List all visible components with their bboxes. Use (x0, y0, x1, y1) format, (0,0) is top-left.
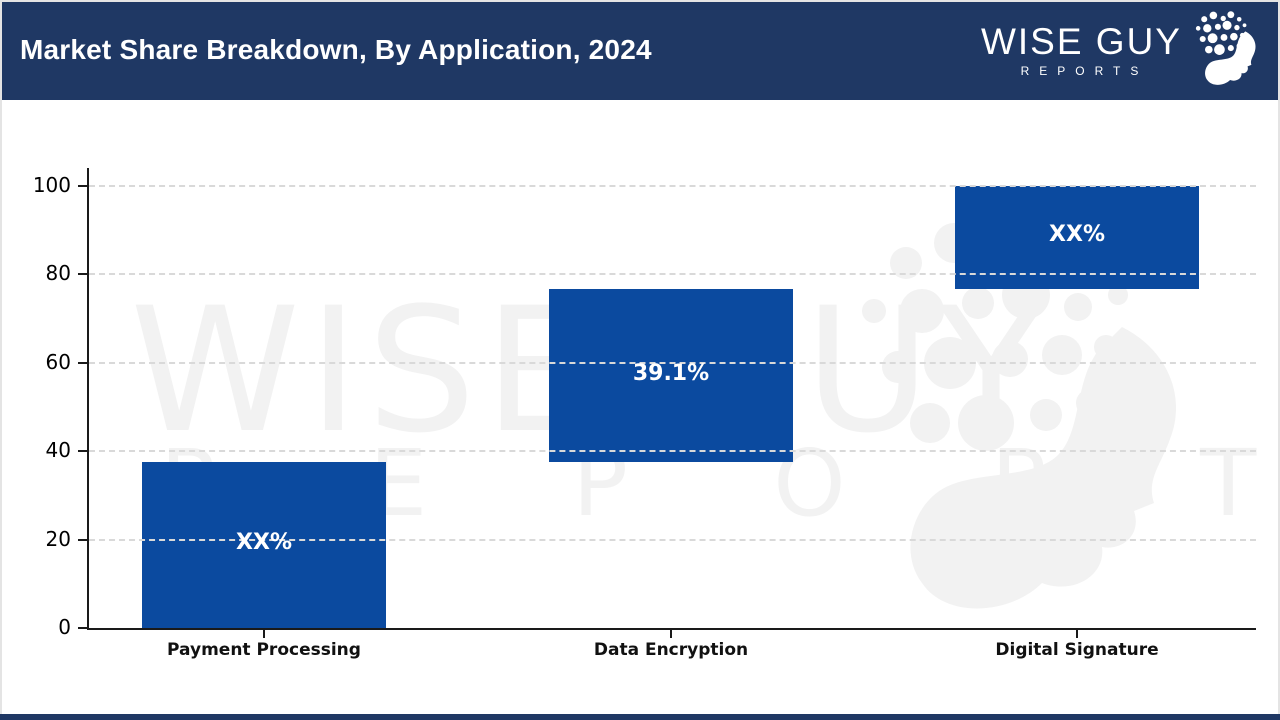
page-title: Market Share Breakdown, By Application, … (20, 34, 652, 65)
y-tick-label: 0 (58, 615, 71, 639)
gridline (89, 273, 1256, 276)
y-tickmark (78, 538, 87, 541)
y-tickmark (78, 450, 87, 453)
y-tickmark (78, 627, 87, 629)
bar-value-label: 39.1% (632, 360, 710, 386)
header-bar: Market Share Breakdown, By Application, … (0, 0, 1280, 100)
brand-logo: WISE GUY REPORTS (981, 8, 1280, 92)
y-tick-label: 80 (45, 261, 71, 286)
x-tickmark (263, 630, 265, 638)
x-category-label: Payment Processing (167, 640, 361, 660)
y-tickmark (78, 184, 87, 187)
y-tickmark (78, 273, 87, 276)
x-tickmark (1076, 630, 1078, 638)
brand-logo-text: WISE GUY REPORTS (981, 23, 1182, 78)
brand-subname: REPORTS (1020, 63, 1149, 78)
y-tickmark (78, 361, 87, 364)
gridline (89, 450, 1256, 453)
x-axis-line (87, 628, 1256, 630)
y-tick-label: 100 (32, 172, 71, 197)
gridline (89, 361, 1256, 364)
y-tick-label: 60 (45, 349, 71, 374)
gridline (89, 538, 1256, 541)
bar-value-label: XX% (1049, 222, 1105, 248)
x-tickmark (670, 630, 672, 638)
data-bar (142, 462, 386, 628)
bar-value-label: XX% (236, 530, 292, 556)
y-tick-label: 20 (45, 526, 71, 551)
footer-bar (0, 714, 1280, 720)
dotted-face-profile-icon (1195, 11, 1256, 85)
x-category-label: Digital Signature (995, 640, 1159, 660)
brand-name: WISE GUY (980, 20, 1182, 62)
data-bar (549, 289, 793, 463)
x-category-label: Data Encryption (593, 640, 749, 660)
y-axis-line (87, 168, 89, 630)
y-tick-label: 40 (45, 438, 71, 463)
data-bar (955, 185, 1199, 290)
gridline (89, 184, 1256, 187)
